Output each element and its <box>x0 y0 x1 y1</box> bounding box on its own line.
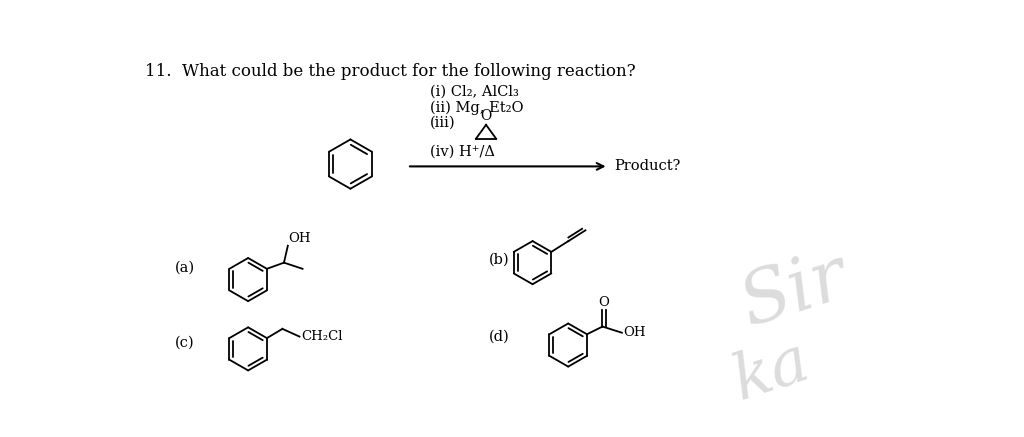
Text: (c): (c) <box>174 336 195 350</box>
Text: (i) Cl₂, AlCl₃: (i) Cl₂, AlCl₃ <box>430 85 519 99</box>
Text: (iv) H⁺/Δ: (iv) H⁺/Δ <box>430 145 496 159</box>
Text: (d): (d) <box>488 329 509 343</box>
Text: (ii) Mg, Et₂O: (ii) Mg, Et₂O <box>430 100 524 114</box>
Text: Sir: Sir <box>732 241 856 341</box>
Text: O: O <box>480 108 492 122</box>
Text: (a): (a) <box>174 260 195 274</box>
Text: ka: ka <box>725 331 817 413</box>
Text: (b): (b) <box>488 253 509 267</box>
Text: CH₂Cl: CH₂Cl <box>301 330 342 343</box>
Text: (iii): (iii) <box>430 115 456 130</box>
Text: O: O <box>599 296 609 309</box>
Text: OH: OH <box>624 326 646 339</box>
Text: OH: OH <box>289 232 311 245</box>
Text: Product?: Product? <box>614 160 681 173</box>
Text: 11.  What could be the product for the following reaction?: 11. What could be the product for the fo… <box>145 63 636 80</box>
